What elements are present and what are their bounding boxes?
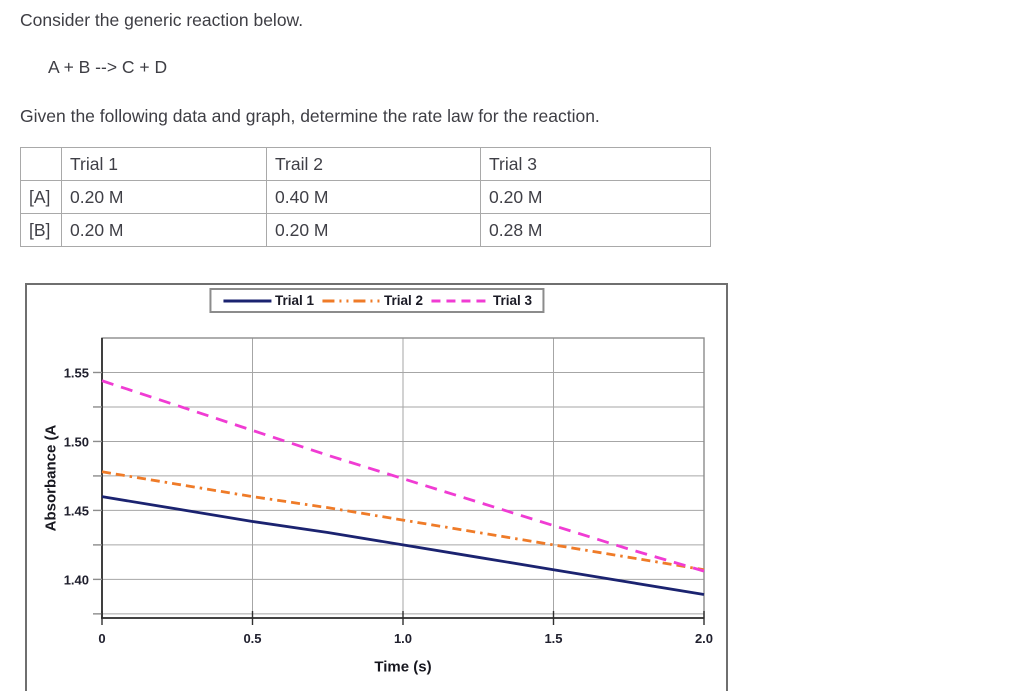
svg-text:1.0: 1.0: [394, 631, 412, 646]
svg-text:0: 0: [98, 631, 105, 646]
svg-text:1.40: 1.40: [64, 572, 89, 587]
cell-B-trial1: 0.20 M: [61, 213, 267, 247]
svg-text:2.0: 2.0: [695, 631, 713, 646]
table-header-trial2: Trail 2: [266, 147, 481, 181]
cell-A-trial3: 0.20 M: [480, 180, 711, 214]
legend-label-trial1: Trial 1: [274, 293, 314, 308]
y-axis-label: Absorbance (A: [42, 424, 60, 532]
legend-label-trial2: Trial 2: [383, 293, 424, 308]
svg-text:1.50: 1.50: [64, 434, 89, 449]
table-row: [B] 0.20 M 0.20 M 0.28 M: [20, 213, 711, 247]
svg-text:0.5: 0.5: [243, 631, 261, 646]
svg-text:1.55: 1.55: [64, 365, 89, 380]
chart-plot-area: 1.40 1.45 1.50 1.55 0 0.5 1.0 1.5 2.0: [64, 337, 713, 646]
cell-A-trial1: 0.20 M: [61, 180, 267, 214]
intro-text: Consider the generic reaction below.: [20, 10, 304, 30]
trial2-line-swatch: [321, 299, 380, 302]
table-header-trial1: Trial 1: [61, 147, 267, 181]
cell-A-trial2: 0.40 M: [266, 180, 481, 214]
reaction-equation: A + B --> C + D: [48, 57, 168, 77]
legend-item-trial3: Trial 3: [429, 293, 532, 308]
chart-legend: Trial 1 Trial 2 Trial 3: [208, 288, 545, 313]
absorbance-chart: 1.40 1.45 1.50 1.55 0 0.5 1.0 1.5 2.0 Trial 1 Tr…: [25, 283, 728, 691]
row-label-A: [A]: [20, 180, 62, 214]
cell-B-trial3: 0.28 M: [480, 213, 711, 247]
trial1-line-swatch: [222, 299, 271, 302]
table-header-blank: [20, 147, 62, 181]
table-row: [A] 0.20 M 0.40 M 0.20 M: [20, 180, 711, 214]
cell-B-trial2: 0.20 M: [266, 213, 481, 247]
concentration-table: Trial 1 Trail 2 Trial 3 [A] 0.20 M 0.40 …: [20, 147, 711, 247]
legend-item-trial2: Trial 2: [320, 293, 423, 308]
row-label-B: [B]: [20, 213, 62, 247]
svg-text:1.5: 1.5: [544, 631, 562, 646]
table-header-row: Trial 1 Trail 2 Trial 3: [20, 147, 711, 181]
legend-item-trial1: Trial 1: [221, 293, 314, 308]
trial3-line-swatch: [431, 299, 490, 302]
legend-label-trial3: Trial 3: [493, 293, 533, 308]
x-axis-label: Time (s): [374, 658, 432, 676]
svg-text:1.45: 1.45: [64, 503, 89, 518]
table-header-trial3: Trial 3: [480, 147, 711, 181]
prompt-text: Given the following data and graph, dete…: [20, 106, 600, 126]
